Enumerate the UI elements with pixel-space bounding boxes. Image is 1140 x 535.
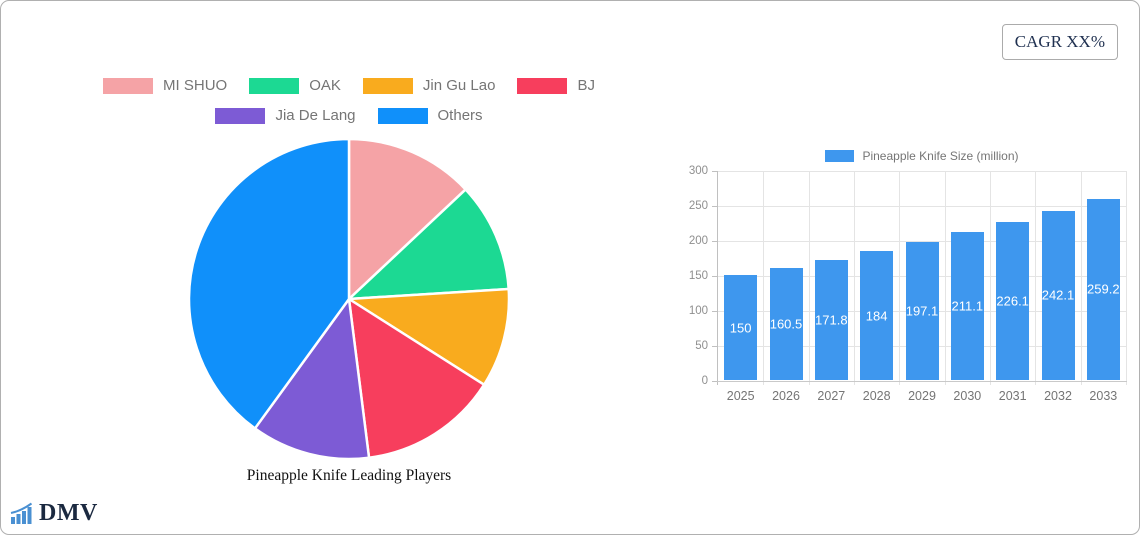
pie-chart-title: Pineapple Knife Leading Players	[246, 467, 452, 484]
bar-legend-swatch	[825, 150, 855, 162]
legend-item-others[interactable]: Others	[377, 107, 483, 124]
pie-slice-mi-shuo[interactable]	[347, 137, 467, 301]
pie-slice-oak[interactable]	[347, 188, 510, 301]
x-axis-label: 2026	[772, 389, 800, 403]
y-axis-tick	[712, 241, 717, 242]
legend-label: Jin Gu Lao	[422, 77, 496, 94]
bar-legend[interactable]: Pineapple Knife Size (million)	[718, 149, 1126, 163]
legend-item-mi-shuo[interactable]: MI SHUO	[103, 77, 227, 94]
bar-value-label: 184	[865, 308, 888, 324]
bar-2028[interactable]: 184	[860, 251, 894, 380]
y-axis-tick-label: 250	[688, 200, 708, 212]
gridline-horizontal	[718, 241, 1126, 242]
bar-value-label: 171.8	[815, 312, 848, 328]
y-axis-tick	[712, 381, 717, 382]
pie-slice-jin-gu-lao[interactable]	[347, 287, 511, 386]
x-axis-label: 2025	[726, 389, 755, 403]
y-axis-tick	[712, 311, 717, 312]
dmv-logo: DMV	[10, 500, 98, 527]
bar-2030[interactable]: 211.1	[950, 232, 984, 380]
gridline-vertical	[990, 171, 991, 385]
growth-bars-icon	[10, 502, 33, 524]
y-axis-tick-label: 150	[688, 270, 708, 282]
gridline-vertical	[899, 171, 901, 385]
cagr-badge[interactable]: CAGR XX%	[1001, 24, 1118, 60]
pie-slice-bj[interactable]	[347, 297, 486, 459]
x-axis-label: 2033	[1089, 389, 1118, 403]
y-axis-tick	[712, 171, 717, 172]
legend-label: MI SHUO	[163, 77, 228, 94]
bar-value-label: 150	[729, 320, 752, 335]
bar-2032[interactable]: 242.1	[1041, 210, 1075, 380]
x-axis-label: 2027	[817, 389, 846, 403]
bar-2027[interactable]: 171.8	[814, 259, 848, 380]
y-axis-tick-label: 100	[688, 305, 708, 317]
x-axis-label: 2032	[1044, 389, 1072, 403]
bar-value-label: 259.2	[1087, 281, 1120, 297]
y-axis-tick	[712, 206, 717, 207]
bar-legend-label: Pineapple Knife Size (million)	[862, 149, 1019, 163]
legend-label: Jia De Lang	[275, 107, 356, 124]
gridline-vertical	[808, 171, 810, 385]
bar-value-label: 211.1	[951, 298, 984, 314]
bar-chart: 0 50 100 150 200 250 300 150 2025 160.5 2026 171.8 2…	[689, 165, 1127, 403]
legend-item-jin-gu-lao[interactable]: Jin Gu Lao	[362, 77, 496, 94]
pie-slice-jia-de-lang[interactable]	[253, 297, 371, 461]
y-axis-line	[717, 171, 718, 385]
pie-chart	[187, 137, 511, 461]
y-axis-tick	[712, 276, 717, 277]
gridline-horizontal	[718, 171, 1126, 172]
legend-item-jia-de-lang[interactable]: Jia De Lang	[215, 107, 356, 124]
legend-label: BJ	[577, 77, 595, 94]
y-axis-tick-label: 200	[688, 235, 708, 247]
x-axis-label: 2030	[953, 389, 982, 403]
bar-2029[interactable]: 197.1	[905, 242, 939, 380]
legend-item-bj[interactable]: BJ	[517, 77, 595, 94]
pie-legend: MI SHUO OAK Jin Gu Lao BJ Jia De Lang Others	[89, 77, 609, 124]
bar-value-label: 242.1	[1041, 287, 1075, 303]
gridline-vertical	[1035, 171, 1037, 385]
y-axis-tick-label: 50	[695, 340, 708, 352]
legend-swatch	[517, 77, 568, 94]
bar-2026[interactable]: 160.5	[769, 267, 803, 380]
y-axis-tick-label: 300	[688, 165, 708, 177]
legend-swatch	[103, 77, 154, 94]
gridline-vertical	[763, 171, 765, 385]
gridline-horizontal	[718, 206, 1126, 207]
legend-swatch	[249, 77, 300, 94]
legend-swatch	[377, 107, 428, 124]
y-axis-tick	[712, 346, 717, 347]
x-axis-line	[717, 381, 1127, 382]
legend-item-oak[interactable]: OAK	[249, 77, 341, 94]
legend-swatch	[215, 107, 266, 124]
cagr-badge-label: CAGR XX%	[1014, 32, 1105, 51]
bar-value-label: 160.5	[769, 316, 803, 332]
legend-label: Others	[437, 107, 483, 124]
y-axis-tick-label: 0	[701, 375, 708, 387]
gridline-vertical	[1080, 171, 1082, 385]
bar-2031[interactable]: 226.1	[996, 221, 1030, 380]
bar-value-label: 226.1	[996, 293, 1029, 309]
legend-label: OAK	[309, 77, 341, 94]
gridline-vertical	[1126, 171, 1127, 385]
x-axis-label: 2028	[862, 389, 891, 403]
gridline-vertical	[944, 171, 946, 385]
logo-text: DMV	[39, 500, 98, 526]
x-axis-label: 2029	[908, 389, 936, 403]
gridline-vertical	[854, 171, 855, 385]
bar-2033[interactable]: 259.2	[1086, 198, 1120, 380]
legend-swatch	[362, 77, 413, 94]
pie-slice-others[interactable]	[187, 137, 351, 430]
bar-value-label: 197.1	[905, 303, 939, 319]
bar-2025[interactable]: 150	[724, 275, 758, 380]
x-axis-label: 2031	[998, 389, 1027, 403]
